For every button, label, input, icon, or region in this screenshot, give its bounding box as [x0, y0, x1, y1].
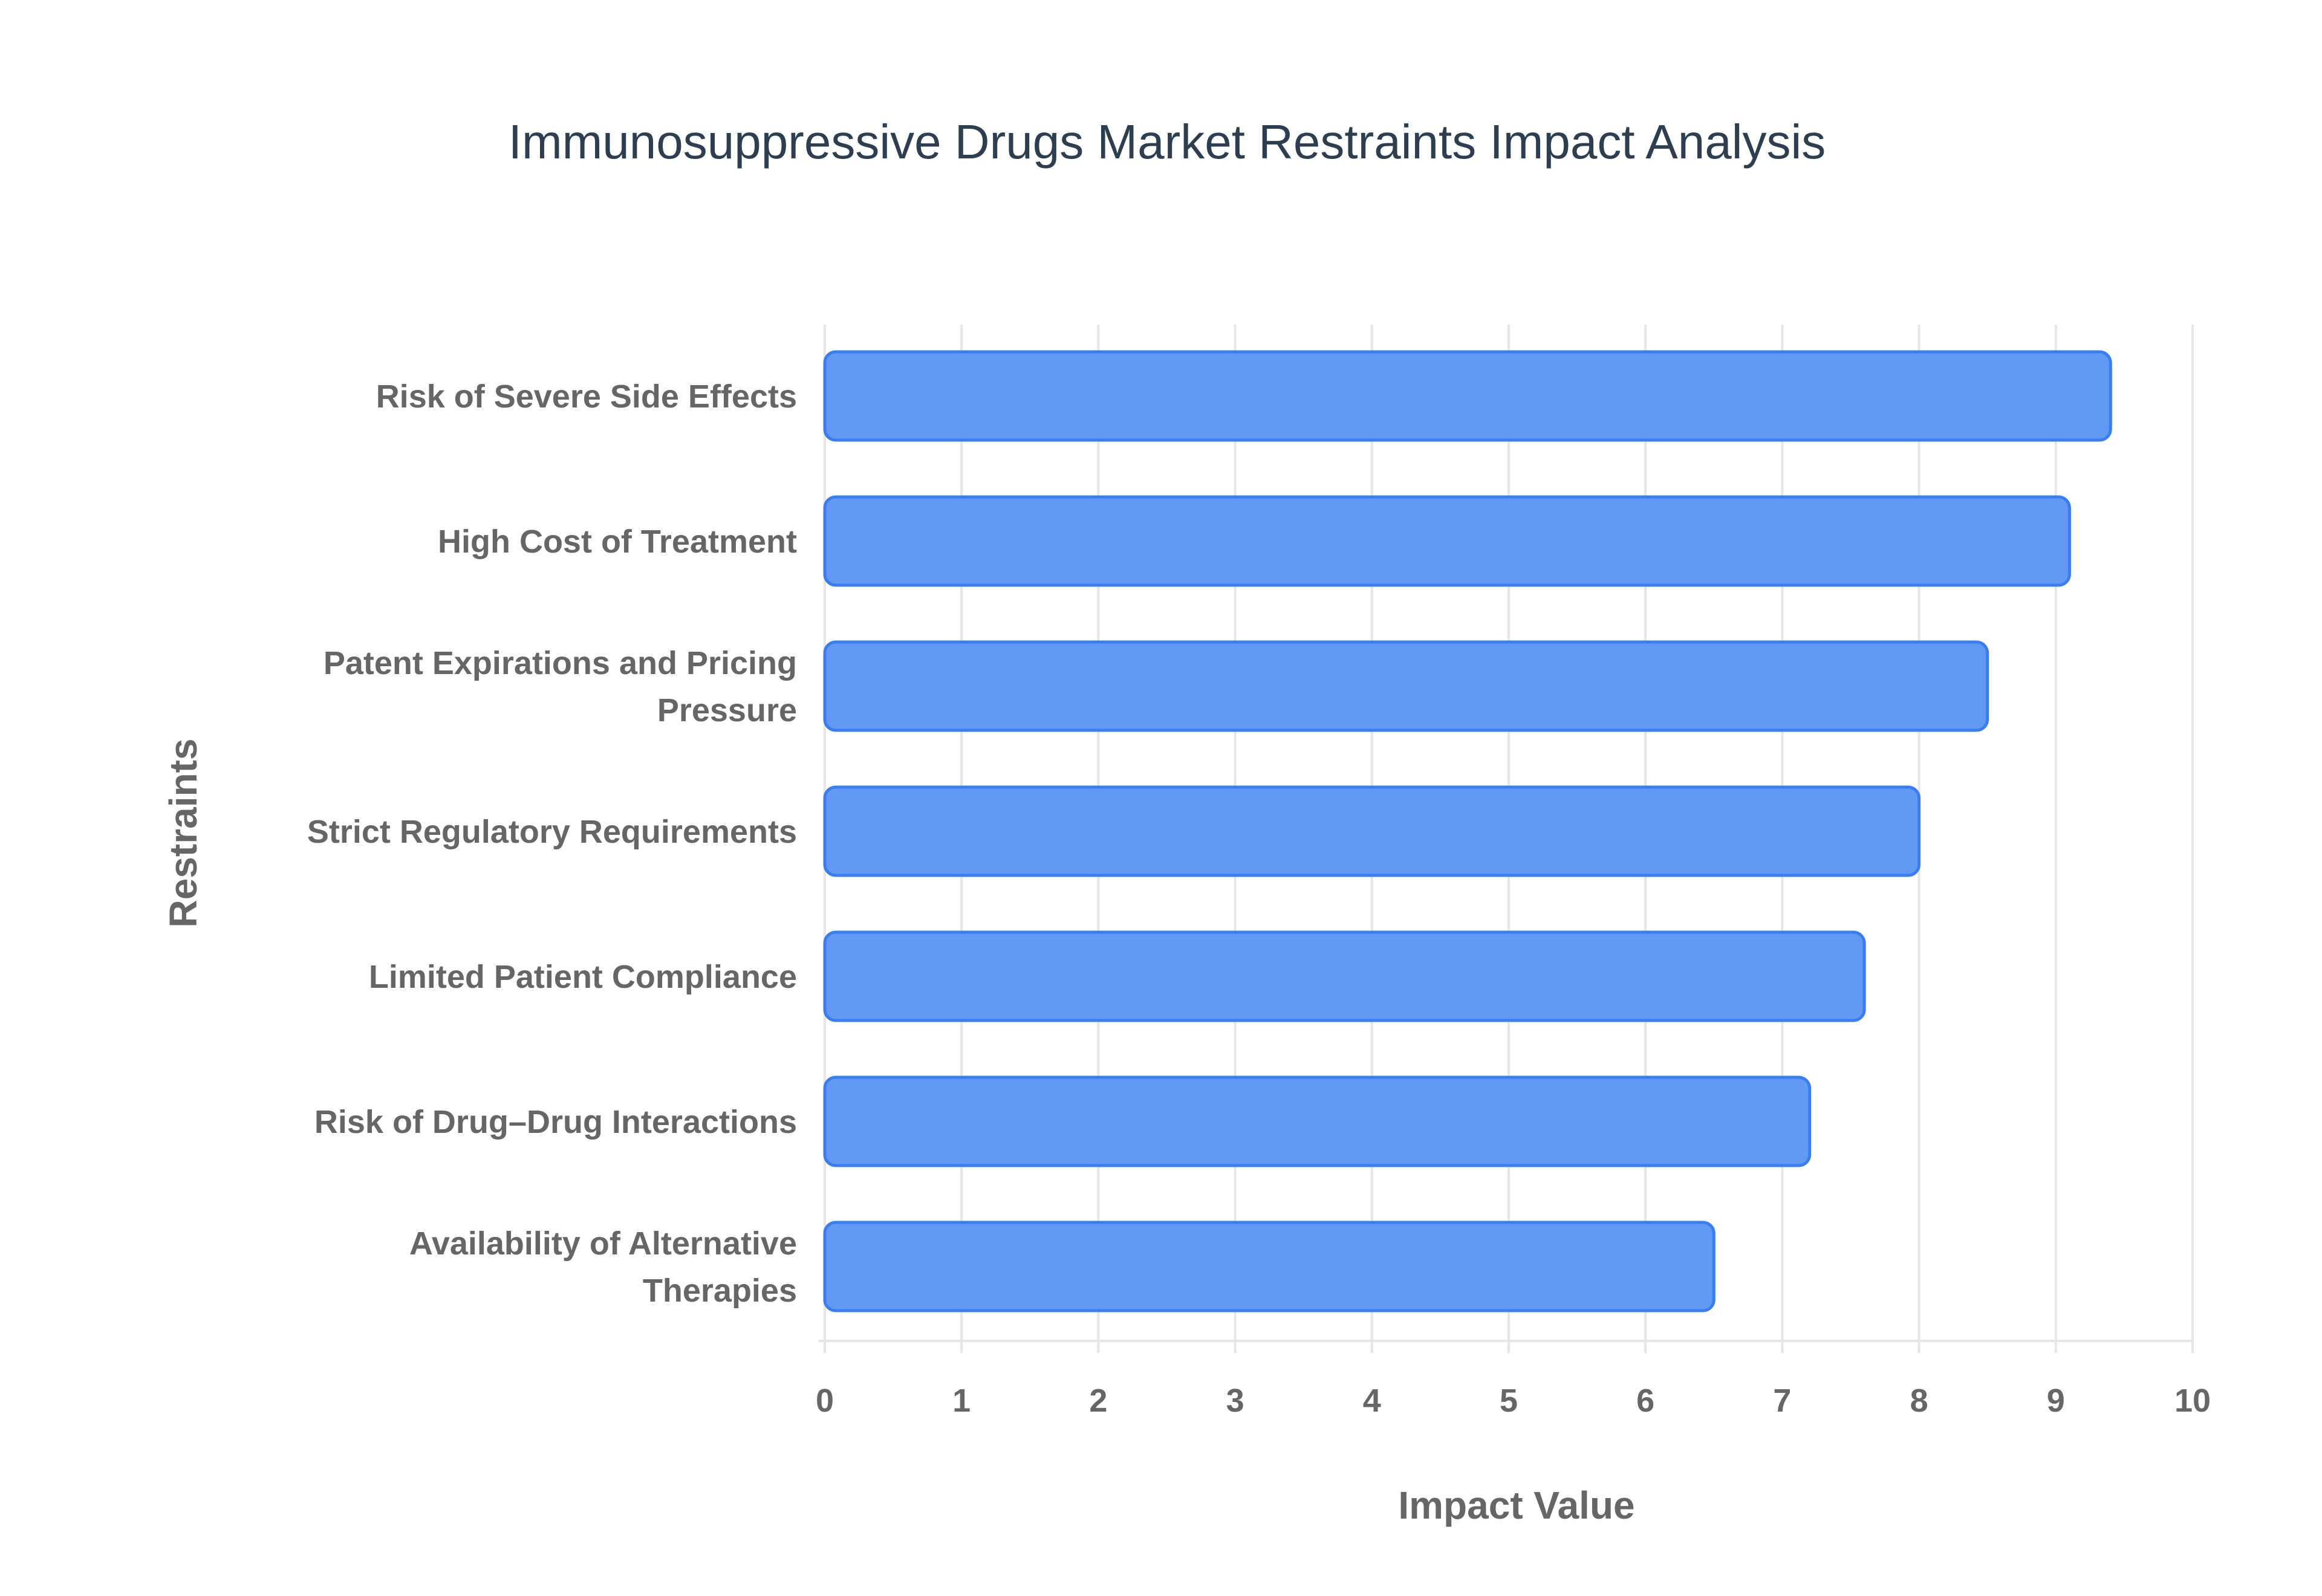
x-tick-label: 3 [1226, 1383, 1244, 1419]
bars [823, 350, 2112, 1312]
x-tick-label: 9 [2047, 1383, 2065, 1419]
x-tick-label: 6 [1636, 1383, 1654, 1419]
x-tick-label: 5 [1500, 1383, 1518, 1419]
x-tick-label: 2 [1089, 1383, 1107, 1419]
bar[interactable] [823, 785, 1921, 877]
chart-title: Immunosuppressive Drugs Market Restraint… [509, 115, 1826, 169]
y-tick-label-line: Risk of Severe Side Effects [376, 378, 797, 415]
y-tick-labels: Risk of Severe Side Effects High Cost of … [307, 378, 797, 1309]
y-tick-label-line: Pressure [657, 692, 797, 728]
bar[interactable] [823, 1221, 1715, 1312]
bar[interactable] [823, 1075, 1812, 1167]
x-tick-label: 1 [952, 1383, 971, 1419]
x-tick-label: 0 [816, 1383, 834, 1419]
y-axis-title: Restraints [161, 739, 205, 928]
bar[interactable] [823, 640, 1989, 732]
x-axis-title: Impact Value [1398, 1484, 1634, 1527]
y-tick-label: Limited Patient Compliance [369, 959, 797, 995]
y-tick-label-line: Risk of Drug–Drug Interactions [314, 1104, 797, 1140]
x-tick-label: 7 [1773, 1383, 1791, 1419]
y-tick-label: High Cost of Treatment [438, 524, 797, 560]
y-tick-label: Patent Expirations and Pricing Pressure [324, 645, 797, 728]
bar[interactable] [823, 930, 1866, 1022]
y-tick-label: Risk of Drug–Drug Interactions [314, 1104, 797, 1140]
x-tick-label: 8 [1910, 1383, 1928, 1419]
y-tick-label: Risk of Severe Side Effects [376, 378, 797, 415]
x-tick-labels: 0 1 2 3 4 5 6 7 8 9 10 [816, 1383, 2211, 1419]
y-tick-label-line: Patent Expirations and Pricing [324, 645, 797, 681]
y-tick-label: Strict Regulatory Requirements [307, 814, 797, 850]
y-tick-label: Availability of Alternative Therapies [409, 1225, 797, 1309]
y-tick-label-line: High Cost of Treatment [438, 524, 797, 560]
bar[interactable] [823, 495, 2071, 587]
y-tick-label-line: Therapies [643, 1273, 797, 1309]
y-tick-label-line: Limited Patient Compliance [369, 959, 797, 995]
y-tick-label-line: Availability of Alternative [409, 1225, 797, 1262]
x-tick-label: 10 [2174, 1383, 2211, 1419]
x-tick-label: 4 [1363, 1383, 1381, 1419]
bar[interactable] [823, 350, 2112, 442]
y-tick-label-line: Strict Regulatory Requirements [307, 814, 797, 850]
